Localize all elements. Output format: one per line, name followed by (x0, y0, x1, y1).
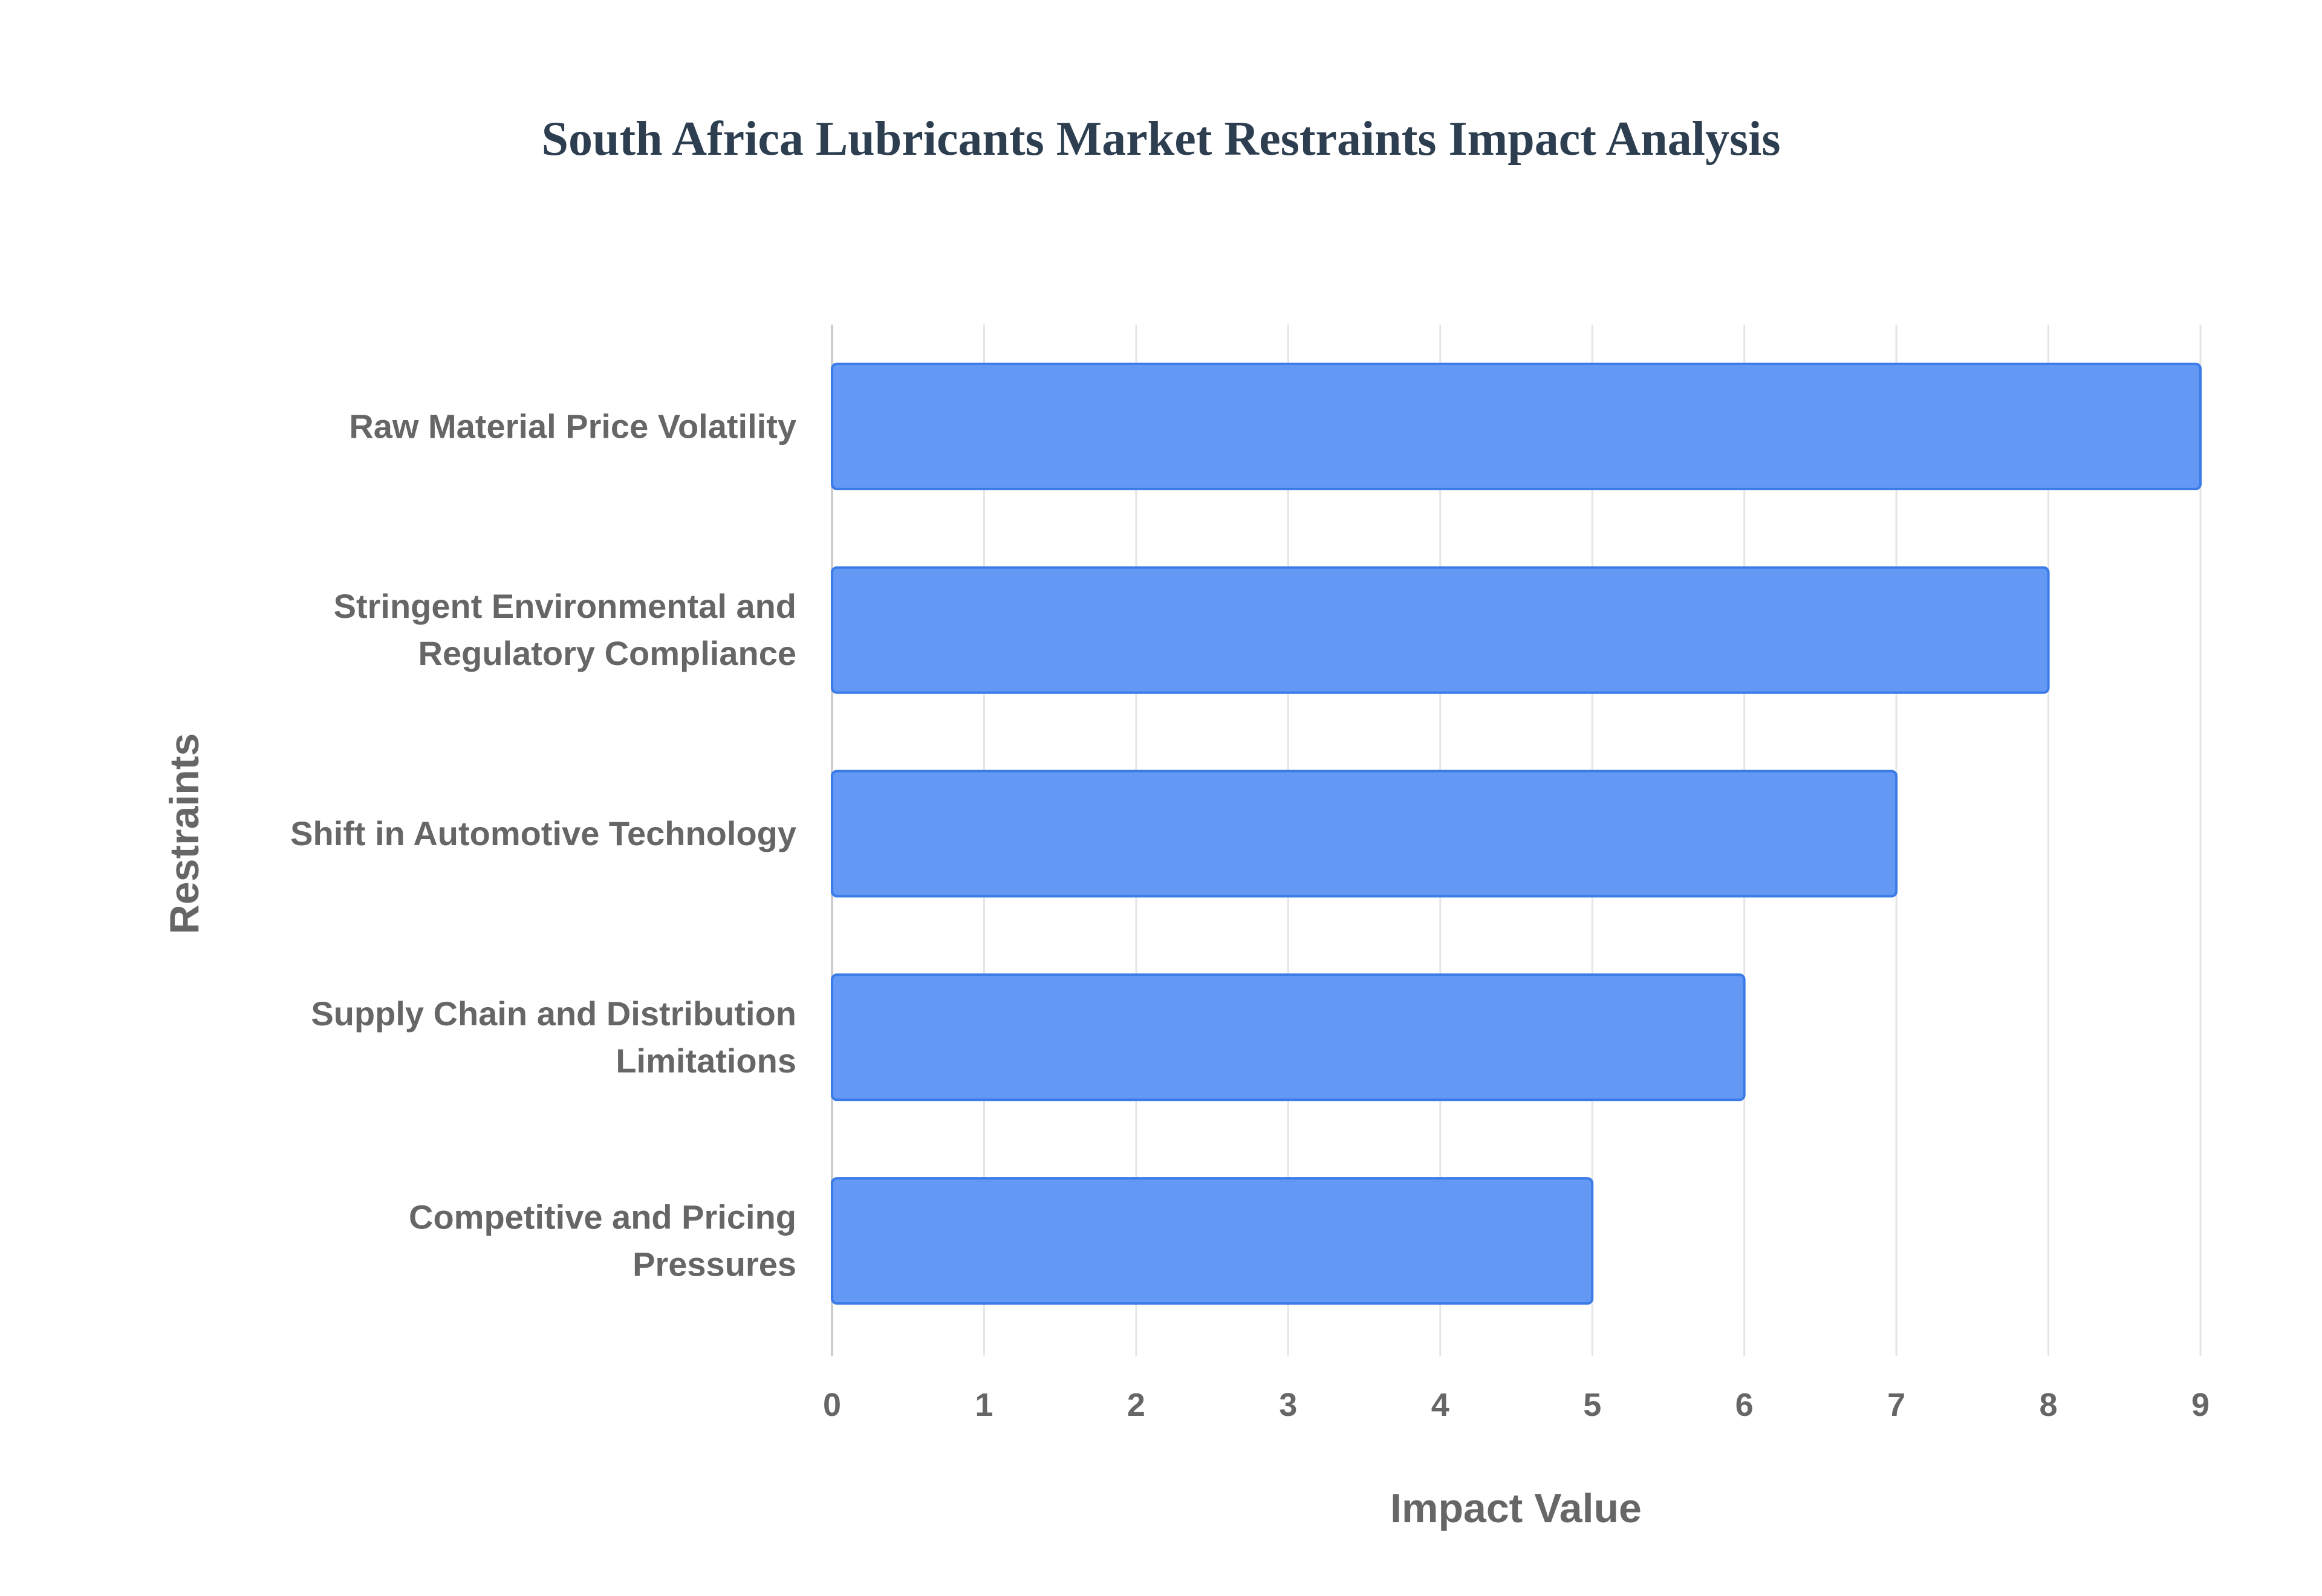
category-label: Shift in Automotive Technology (290, 814, 796, 852)
category-label: Pressures (633, 1245, 796, 1283)
category-label: Raw Material Price Volatility (349, 407, 796, 445)
bar[interactable] (831, 566, 2050, 694)
category-label: Stringent Environmental and (334, 587, 796, 625)
category-label: Limitations (616, 1042, 796, 1080)
bar[interactable] (831, 973, 1746, 1101)
x-tick-label: 4 (1431, 1387, 1449, 1423)
x-tick-label: 6 (1735, 1387, 1754, 1423)
x-tick-label: 8 (2040, 1387, 2058, 1423)
x-tick-label: 1 (975, 1387, 993, 1423)
bar[interactable] (831, 770, 1898, 898)
x-tick-label: 3 (1279, 1387, 1297, 1423)
x-tick-label: 9 (2191, 1387, 2210, 1423)
y-axis-label: Restraints (161, 733, 207, 935)
x-tick-label: 2 (1127, 1387, 1145, 1423)
x-tick-label: 5 (1583, 1387, 1601, 1423)
category-label: Regulatory Compliance (418, 634, 796, 672)
bar[interactable] (831, 362, 2202, 490)
bar[interactable] (831, 1177, 1594, 1305)
x-tick-label: 0 (823, 1387, 841, 1423)
category-label: Supply Chain and Distribution (311, 994, 796, 1033)
chart-title: South Africa Lubricants Market Restraint… (542, 112, 1781, 166)
x-tick-label: 7 (1887, 1387, 1905, 1423)
category-label: Competitive and Pricing (409, 1198, 796, 1236)
x-axis-label: Impact Value (1390, 1485, 1642, 1531)
